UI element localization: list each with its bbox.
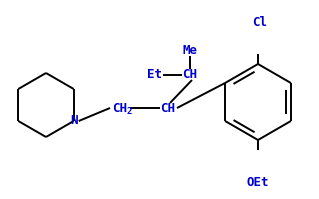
- Text: CH: CH: [113, 101, 128, 114]
- Text: Et: Et: [147, 68, 162, 82]
- Text: N: N: [70, 114, 78, 128]
- Text: Cl: Cl: [253, 16, 268, 28]
- Text: OEt: OEt: [247, 176, 269, 188]
- Text: CH: CH: [182, 68, 197, 82]
- Text: CH: CH: [160, 101, 175, 114]
- Text: Me: Me: [182, 44, 197, 57]
- Text: 2: 2: [126, 106, 132, 115]
